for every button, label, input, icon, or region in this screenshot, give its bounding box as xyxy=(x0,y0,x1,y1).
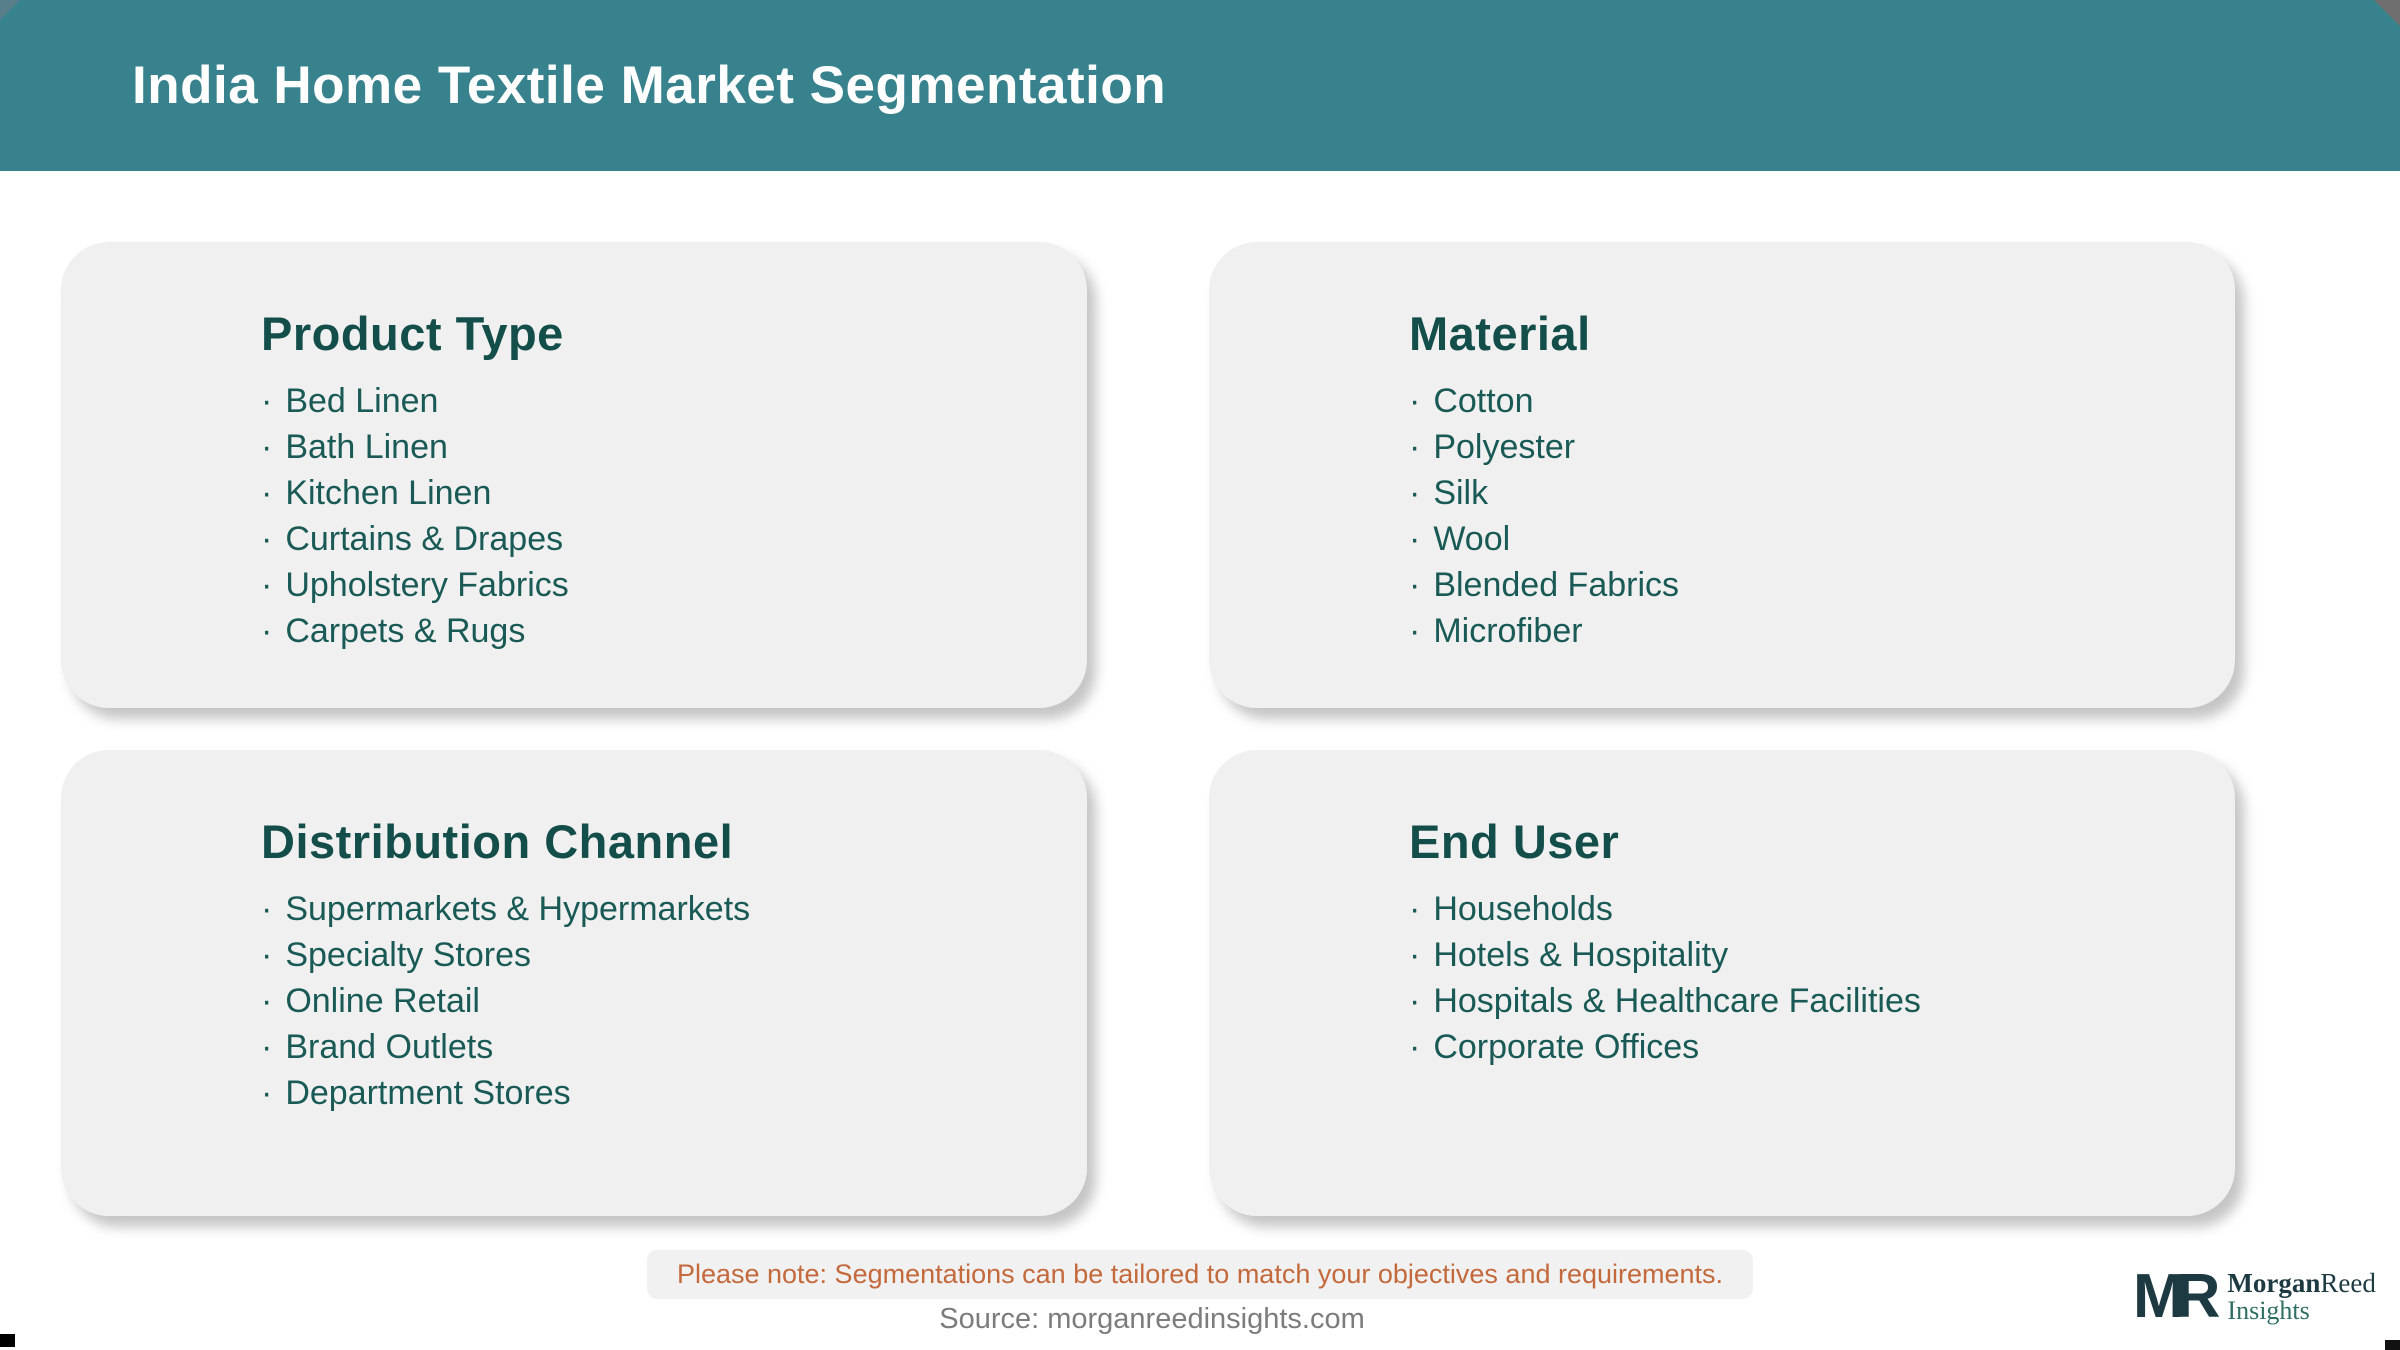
corner-artifact-bottom-left xyxy=(0,1334,15,1347)
corner-artifact-bottom-right xyxy=(2385,1340,2400,1350)
list-item-label: Corporate Offices xyxy=(1433,1028,1700,1066)
list-item-label: Curtains & Drapes xyxy=(285,520,564,558)
list-item-label: Silk xyxy=(1433,474,1489,512)
list-item: · Wool xyxy=(1409,516,2185,562)
list-item: · Kitchen Linen xyxy=(261,470,1037,516)
logo-brand-name: MorganReed xyxy=(2227,1270,2375,1297)
list-item: · Curtains & Drapes xyxy=(261,516,1037,562)
bullet-dot-icon: · xyxy=(1409,382,1421,420)
list-item-label: Microfiber xyxy=(1433,612,1583,650)
card-title: Distribution Channel xyxy=(261,815,734,868)
card-title: End User xyxy=(1409,815,1620,868)
list-item-label: Households xyxy=(1433,890,1613,928)
list-item-label: Bath Linen xyxy=(285,428,448,466)
bullet-dot-icon: · xyxy=(261,982,273,1020)
card-item-list: · Bed Linen · Bath Linen · Kitchen Linen · Curt… xyxy=(261,378,1037,654)
list-item: · Online Retail xyxy=(261,978,1037,1024)
list-item: · Upholstery Fabrics xyxy=(261,562,1037,608)
page-title: India Home Textile Market Segmentation xyxy=(132,56,1167,115)
list-item: · Cotton xyxy=(1409,378,2185,424)
list-item-label: Blended Fabrics xyxy=(1433,566,1680,604)
header-banner: India Home Textile Market Segmentation xyxy=(0,0,2400,171)
corner-artifact-top-right xyxy=(2374,0,2400,26)
list-item: · Supermarkets & Hypermarkets xyxy=(261,886,1037,932)
bullet-dot-icon: · xyxy=(1409,936,1421,974)
bullet-dot-icon: · xyxy=(261,1028,273,1066)
list-item: · Silk xyxy=(1409,470,2185,516)
list-item-label: Cotton xyxy=(1433,382,1534,420)
list-item: · Hospitals & Healthcare Facilities xyxy=(1409,978,2185,1024)
list-item: · Microfiber xyxy=(1409,608,2185,654)
card-title: Product Type xyxy=(261,307,564,360)
list-item: · Blended Fabrics xyxy=(1409,562,2185,608)
card-item-list: · Households · Hotels & Hospitality · Hospita… xyxy=(1409,886,2185,1070)
bullet-dot-icon: · xyxy=(1409,520,1421,558)
logo-brand-bold: Morgan xyxy=(2227,1268,2321,1298)
list-item-label: Carpets & Rugs xyxy=(285,612,526,650)
list-item-label: Brand Outlets xyxy=(285,1028,494,1066)
list-item: · Corporate Offices xyxy=(1409,1024,2185,1070)
list-item-label: Polyester xyxy=(1433,428,1576,466)
bullet-dot-icon: · xyxy=(261,566,273,604)
mr-monogram-icon: MR xyxy=(2133,1262,2220,1331)
card-item-list: · Supermarkets & Hypermarkets · Specialty S… xyxy=(261,886,1037,1116)
bullet-dot-icon: · xyxy=(1409,612,1421,650)
corner-artifact-top-left xyxy=(0,0,20,20)
bullet-dot-icon: · xyxy=(1409,566,1421,604)
list-item-label: Online Retail xyxy=(285,982,480,1020)
bullet-dot-icon: · xyxy=(1409,1028,1421,1066)
card-title: Material xyxy=(1409,307,1591,360)
list-item: · Brand Outlets xyxy=(261,1024,1037,1070)
list-item: · Bed Linen xyxy=(261,378,1037,424)
bullet-dot-icon: · xyxy=(1409,474,1421,512)
list-item-label: Upholstery Fabrics xyxy=(285,566,569,604)
bullet-dot-icon: · xyxy=(261,428,273,466)
list-item-label: Kitchen Linen xyxy=(285,474,492,512)
source-text: Source: morganreedinsights.com xyxy=(939,1303,1365,1335)
card-material: Material · Cotton · Polyester · Silk · Wool · Ble… xyxy=(1209,242,2235,708)
list-item-label: Supermarkets & Hypermarkets xyxy=(285,890,751,928)
list-item-label: Hotels & Hospitality xyxy=(1433,936,1729,974)
list-item: · Specialty Stores xyxy=(261,932,1037,978)
bullet-dot-icon: · xyxy=(261,474,273,512)
list-item-label: Wool xyxy=(1433,520,1511,558)
logo-brand-sub: Insights xyxy=(2227,1296,2310,1325)
bullet-dot-icon: · xyxy=(1409,890,1421,928)
list-item: · Polyester xyxy=(1409,424,2185,470)
list-item-label: Bed Linen xyxy=(285,382,439,420)
list-item: · Carpets & Rugs xyxy=(261,608,1037,654)
list-item: · Households xyxy=(1409,886,2185,932)
card-end-user: End User · Households · Hotels & Hospitalit… xyxy=(1209,750,2235,1216)
bullet-dot-icon: · xyxy=(261,520,273,558)
bullet-dot-icon: · xyxy=(261,382,273,420)
morganreed-logo: MR MorganReed Insights xyxy=(2133,1262,2376,1331)
bullet-dot-icon: · xyxy=(261,936,273,974)
card-distribution-channel: Distribution Channel · Supermarkets & Hyp… xyxy=(61,750,1087,1216)
card-item-list: · Cotton · Polyester · Silk · Wool · Blended Fabr… xyxy=(1409,378,2185,654)
list-item: · Department Stores xyxy=(261,1070,1037,1116)
bullet-dot-icon: · xyxy=(261,1074,273,1112)
bullet-dot-icon: · xyxy=(1409,982,1421,1020)
bullet-dot-icon: · xyxy=(261,890,273,928)
list-item-label: Specialty Stores xyxy=(285,936,531,974)
logo-wordmark: MorganReed Insights xyxy=(2227,1270,2375,1325)
list-item: · Bath Linen xyxy=(261,424,1037,470)
bullet-dot-icon: · xyxy=(261,612,273,650)
card-product-type: Product Type · Bed Linen · Bath Linen · Kitch… xyxy=(61,242,1087,708)
disclaimer-note: Please note: Segmentations can be tailor… xyxy=(646,1250,1754,1299)
list-item: · Hotels & Hospitality xyxy=(1409,932,2185,978)
list-item-label: Hospitals & Healthcare Facilities xyxy=(1433,982,1921,1020)
list-item-label: Department Stores xyxy=(285,1074,571,1112)
logo-brand-regular: Reed xyxy=(2320,1268,2376,1298)
bullet-dot-icon: · xyxy=(1409,428,1421,466)
